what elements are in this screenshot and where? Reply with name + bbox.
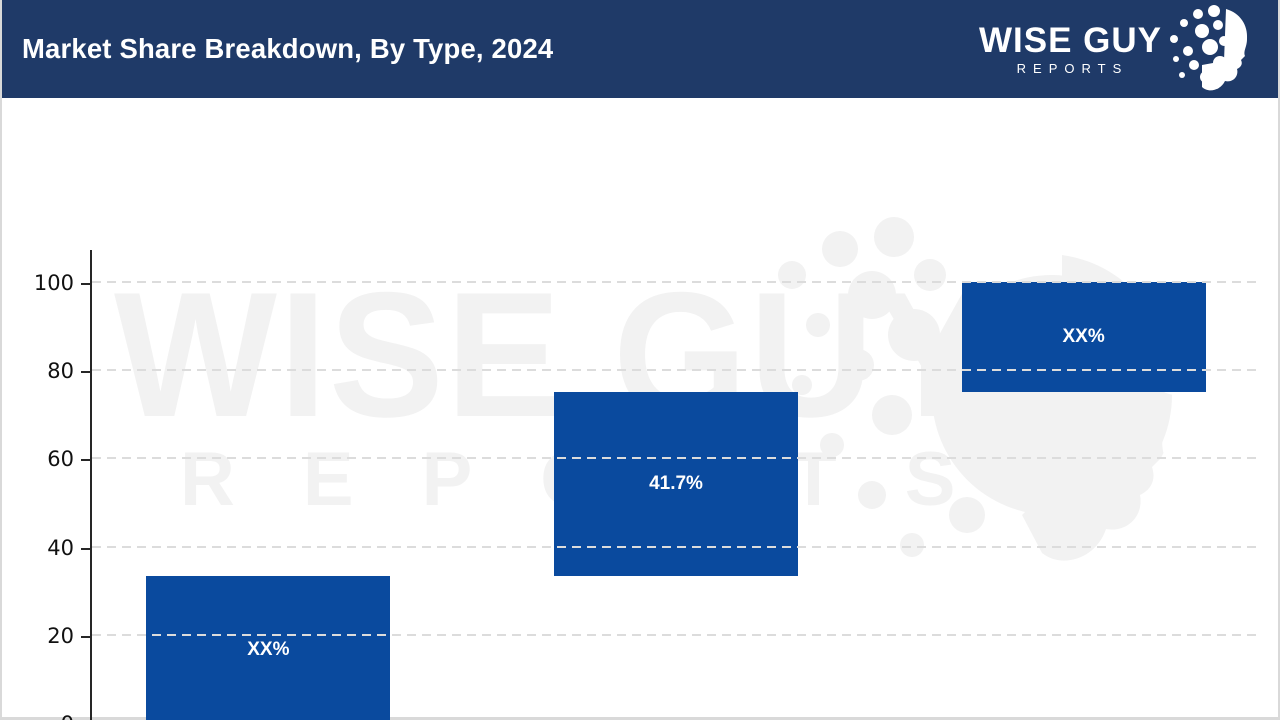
y-tick-mark-80 [81,371,90,374]
dotted-head-icon [1170,5,1248,91]
gridline-60 [92,457,1258,460]
gridline-20 [92,633,1258,636]
y-tick-mark-60 [81,459,90,462]
y-tick-label-80: 80 [47,359,74,384]
gridline-40 [92,545,1258,548]
bar-3: XX% [961,282,1206,393]
y-tick-label-60: 60 [47,447,74,472]
gridline-100 [92,281,1258,283]
bar-1: XX% [146,576,391,720]
y-tick-label-40: 40 [47,535,74,560]
chart-area: XX%41.7%XX% 020406080100Active SalivaCol… [2,98,1280,720]
header-bar: Market Share Breakdown, By Type, 2024 WI… [2,0,1278,98]
bar-value-label: XX% [1062,326,1105,348]
brand-subtitle: REPORTS [1016,61,1129,76]
y-tick-label-0: 0 [2,712,74,720]
brand-logo-text: WISE GUY REPORTS [979,23,1162,75]
y-tick-mark-20 [81,635,90,638]
plot-area: XX% 41.7% XX% [90,250,1258,720]
gridline-80 [92,369,1258,372]
bar-value-label: 41.7% [649,473,703,495]
y-tick-label-20: 20 [47,623,74,648]
page-title: Market Share Breakdown, By Type, 2024 [22,33,554,64]
watermark-brand-text: WISE GUY [114,255,993,454]
brand-logo: WISE GUY REPORTS [979,5,1250,93]
bar-value-label: XX% [247,638,290,660]
y-tick-mark-40 [81,547,90,550]
y-tick-label-100: 100 [33,271,74,295]
brand-name: WISE GUY [978,21,1162,60]
bar-2: 41.7% [554,392,798,577]
y-tick-mark-100 [81,283,90,285]
